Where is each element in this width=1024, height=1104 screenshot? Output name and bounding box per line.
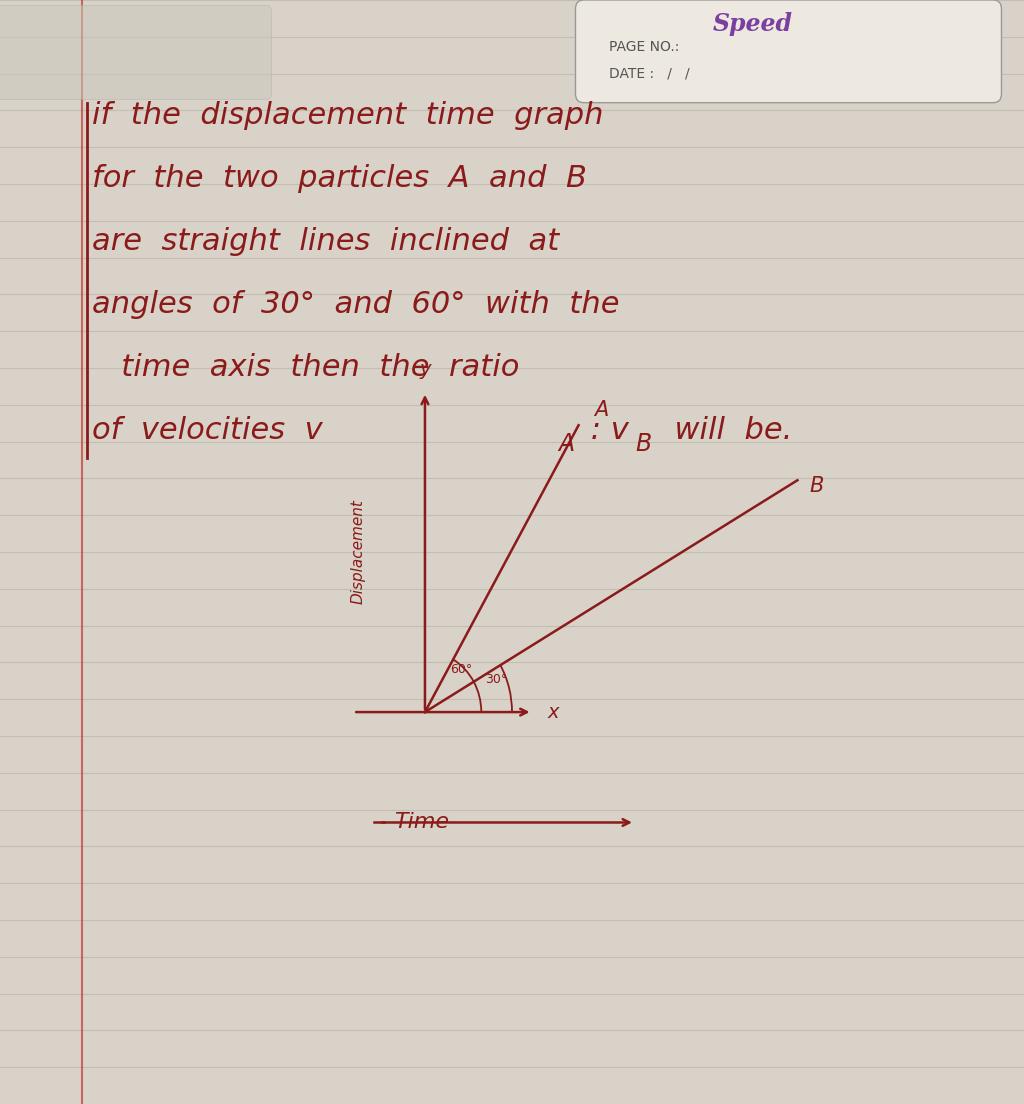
- Text: y: y: [419, 360, 431, 379]
- Text: B: B: [635, 432, 651, 456]
- Text: B: B: [810, 476, 824, 496]
- Text: angles  of  30°  and  60°  with  the: angles of 30° and 60° with the: [92, 290, 620, 319]
- Text: Speed: Speed: [713, 12, 793, 36]
- Text: PAGE NO.:: PAGE NO.:: [609, 41, 680, 54]
- FancyBboxPatch shape: [575, 0, 1001, 103]
- Text: Displacement: Displacement: [351, 500, 366, 604]
- Text: if  the  displacement  time  graph: if the displacement time graph: [92, 102, 604, 130]
- Text: are  straight  lines  inclined  at: are straight lines inclined at: [92, 227, 559, 256]
- Text: time  axis  then  the  ratio: time axis then the ratio: [92, 353, 519, 382]
- Text: of  velocities  v: of velocities v: [92, 416, 323, 445]
- Text: A: A: [594, 400, 608, 420]
- FancyBboxPatch shape: [0, 6, 271, 99]
- Text: A: A: [558, 432, 574, 456]
- Text: 30°: 30°: [485, 672, 508, 686]
- Text: x: x: [548, 702, 559, 722]
- Text: : v: : v: [581, 416, 629, 445]
- Text: DATE :   /   /: DATE : / /: [609, 67, 690, 81]
- Text: for  the  two  particles  A  and  B: for the two particles A and B: [92, 164, 587, 193]
- Text: Time: Time: [394, 813, 450, 832]
- Text: 60°: 60°: [451, 664, 473, 676]
- Text: will  be.: will be.: [655, 416, 793, 445]
